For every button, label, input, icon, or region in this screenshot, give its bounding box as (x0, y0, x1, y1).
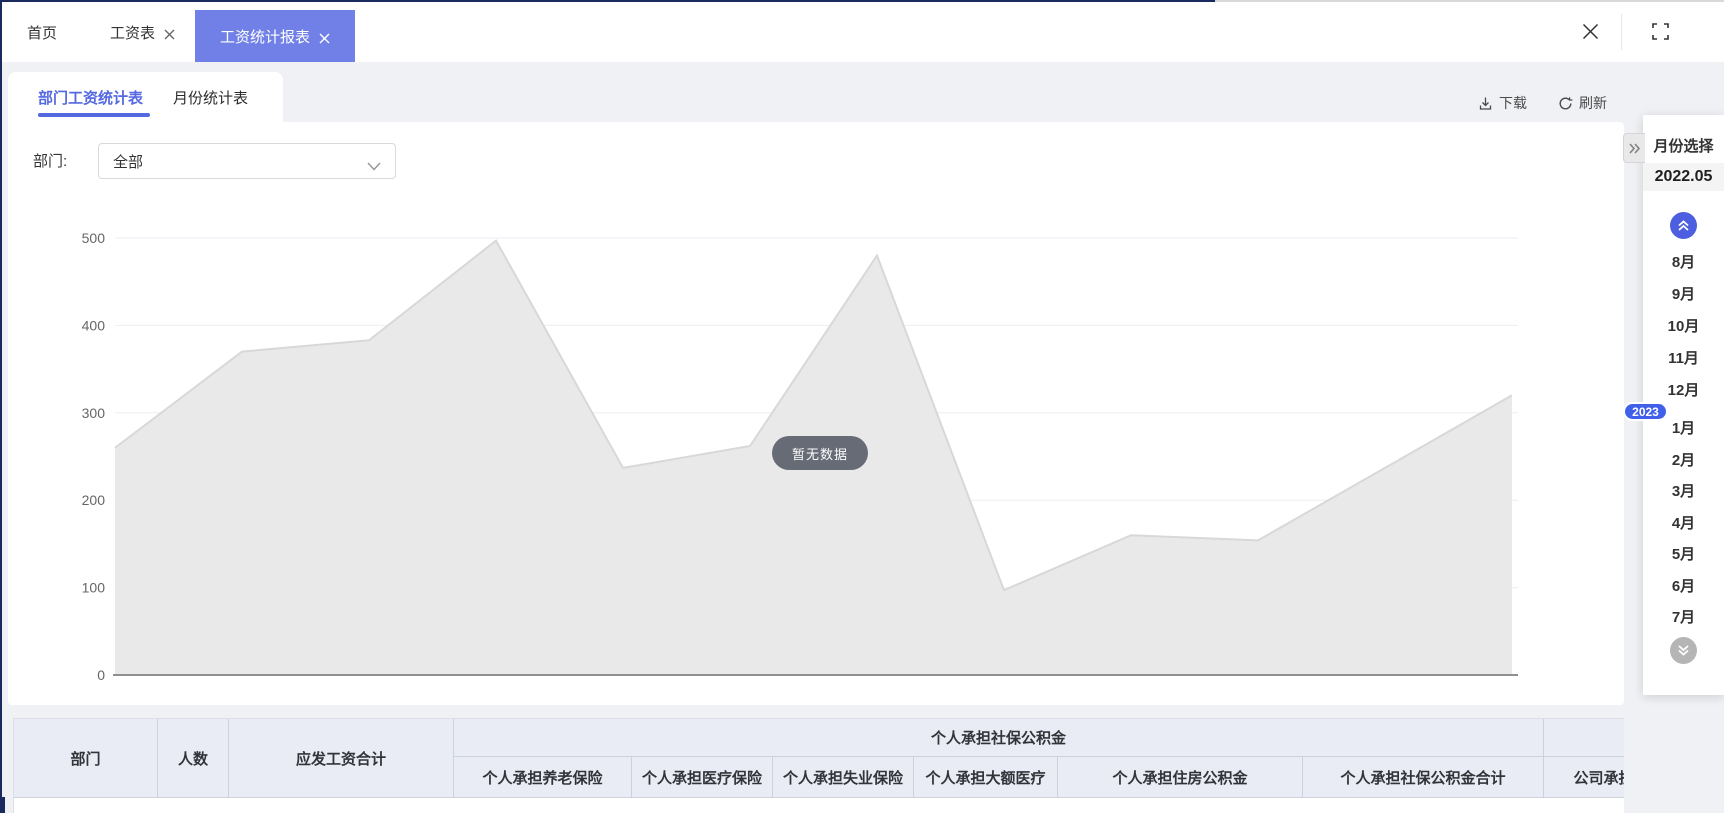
fullscreen-icon[interactable] (1632, 2, 1688, 60)
window-top-edge (0, 0, 1215, 2)
department-filter-label: 部门: (33, 153, 68, 170)
subtab-month-report[interactable]: 月份统计表 (173, 72, 248, 122)
scroll-months-down-button[interactable] (1670, 637, 1697, 664)
download-label: 下载 (1499, 95, 1527, 111)
refresh-label: 刷新 (1579, 95, 1607, 111)
month-item-nov[interactable]: 11月 (1668, 349, 1699, 367)
chevron-down-icon (367, 158, 381, 175)
page-content: 部门工资统计表 月份统计表 下载 刷新 部门: 全部 (0, 62, 1724, 813)
tab-home-label: 首页 (27, 24, 58, 42)
col-header-total-salary: 应发工资合计 (229, 719, 454, 798)
no-data-tooltip: 暂无数据 (772, 436, 868, 470)
subtab-month-label: 月份统计表 (173, 89, 249, 107)
double-chevron-up-icon (1678, 220, 1689, 231)
table-row (14, 798, 1624, 813)
svg-text:500: 500 (82, 230, 106, 246)
col-header-medical: 个人承担医疗保险 (632, 757, 773, 798)
panel-collapse-handle[interactable] (1623, 133, 1645, 163)
month-item-mar[interactable]: 3月 (1671, 483, 1696, 501)
month-item-sep[interactable]: 9月 (1671, 285, 1696, 303)
group-header-company-clipped (1544, 719, 1624, 757)
scroll-months-up-button[interactable] (1670, 212, 1697, 239)
report-subtabs: 部门工资统计表 月份统计表 (8, 72, 283, 122)
col-header-company: 公司承担 (1544, 757, 1624, 798)
close-icon[interactable] (1562, 2, 1618, 60)
month-item-jun[interactable]: 6月 (1671, 577, 1696, 595)
col-header-unemployment: 个人承担失业保险 (773, 757, 914, 798)
tab-close-icon[interactable] (319, 31, 330, 43)
department-select-value: 全部 (113, 153, 144, 171)
salary-area-chart: 0 100 200 300 400 500 (82, 230, 1518, 683)
month-item-oct[interactable]: 10月 (1667, 317, 1700, 335)
month-item-apr[interactable]: 4月 (1671, 514, 1696, 532)
top-tab-bar: 首页 工资表 工资统计报表 (0, 2, 1724, 62)
table-header: 部门 人数 应发工资合计 个人承担社保公积金 个人承担养老保险 个人承担医疗保险… (13, 718, 1624, 813)
subtab-department-label: 部门工资统计表 (38, 89, 144, 107)
month-panel-title: 月份选择 (1653, 138, 1714, 155)
svg-text:0: 0 (97, 667, 105, 683)
active-subtab-underline (38, 113, 150, 117)
col-header-housing-fund: 个人承担住房公积金 (1058, 757, 1303, 798)
month-item-jul[interactable]: 7月 (1671, 609, 1696, 627)
col-header-personal-total: 个人承担社保公积金合计 (1303, 757, 1544, 798)
svg-text:200: 200 (82, 492, 106, 508)
col-header-major-medical: 个人承担大额医疗 (914, 757, 1058, 798)
month-item-may[interactable]: 5月 (1671, 546, 1696, 564)
collapsed-sidebar-edge (0, 0, 2, 813)
department-salary-table: 部门 人数 应发工资合计 个人承担社保公积金 个人承担养老保险 个人承担医疗保险… (13, 718, 1624, 813)
department-chart-card: 部门: 全部 0 100 200 300 400 500 暂无数据 (8, 122, 1624, 705)
tab-home[interactable]: 首页 (27, 2, 57, 62)
month-list-bottom: 1月 2月 3月 4月 5月 6月 7月 (1643, 412, 1724, 633)
month-list-top: 8月 9月 10月 11月 12月 (1643, 245, 1724, 405)
double-chevron-right-icon (1629, 142, 1641, 154)
month-item-aug[interactable]: 8月 (1671, 253, 1696, 271)
department-select[interactable]: 全部 (98, 143, 396, 179)
topbar-divider (1621, 14, 1622, 50)
col-header-headcount: 人数 (158, 719, 229, 798)
year-badge: 2023 (1623, 402, 1668, 421)
svg-text:400: 400 (82, 317, 106, 333)
svg-text:300: 300 (82, 405, 106, 421)
selected-period: 2022.05 (1643, 163, 1724, 191)
col-header-pension: 个人承担养老保险 (454, 757, 632, 798)
tab-salary-report-active[interactable]: 工资统计报表 (195, 10, 355, 62)
group-header-personal: 个人承担社保公积金 (454, 719, 1544, 757)
subtab-department-report[interactable]: 部门工资统计表 (38, 72, 143, 122)
month-item-feb[interactable]: 2月 (1671, 451, 1696, 469)
tab-close-icon[interactable] (164, 27, 175, 39)
refresh-icon (1559, 96, 1573, 109)
refresh-button[interactable]: 刷新 (1558, 93, 1607, 113)
month-item-dec[interactable]: 12月 (1667, 381, 1700, 399)
col-header-department: 部门 (14, 719, 158, 798)
month-item-jan[interactable]: 1月 (1671, 420, 1696, 438)
tab-salary-report-label: 工资统计报表 (219, 28, 310, 46)
tab-payroll-label: 工资表 (110, 24, 156, 42)
window-top-edge-right (1215, 0, 1724, 2)
collapsed-sidebar-edge-bottom (0, 797, 5, 813)
tab-payroll[interactable]: 工资表 (110, 2, 175, 62)
download-button[interactable]: 下载 (1478, 93, 1527, 113)
svg-text:100: 100 (82, 580, 106, 596)
download-icon (1479, 97, 1492, 110)
double-chevron-down-icon (1678, 645, 1689, 656)
